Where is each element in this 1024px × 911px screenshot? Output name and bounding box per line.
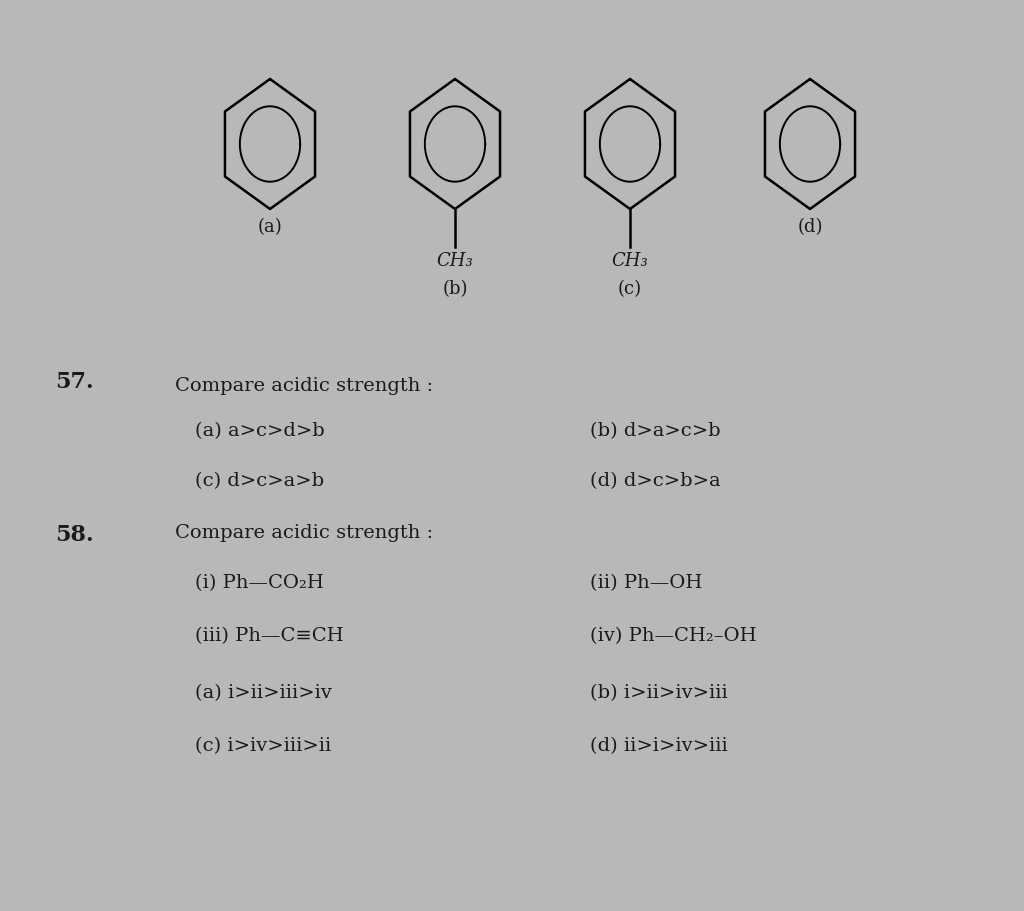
Text: (a) i>ii>iii>iv: (a) i>ii>iii>iv xyxy=(195,683,332,701)
Text: (d) d>c>b>a: (d) d>c>b>a xyxy=(590,472,721,489)
Text: (a): (a) xyxy=(258,218,283,236)
Text: 57.: 57. xyxy=(55,371,93,393)
Text: (d): (d) xyxy=(798,218,822,236)
Text: (c) d>c>a>b: (c) d>c>a>b xyxy=(195,472,325,489)
Text: (b) d>a>c>b: (b) d>a>c>b xyxy=(590,422,721,439)
Text: (b): (b) xyxy=(442,280,468,298)
Text: CH₃: CH₃ xyxy=(436,251,473,270)
Text: (c) i>iv>iii>ii: (c) i>iv>iii>ii xyxy=(195,736,331,754)
Text: Compare acidic strength :: Compare acidic strength : xyxy=(175,524,433,541)
Text: (a) a>c>d>b: (a) a>c>d>b xyxy=(195,422,325,439)
Text: Compare acidic strength :: Compare acidic strength : xyxy=(175,376,433,394)
Text: (c): (c) xyxy=(617,280,642,298)
Text: (iv) Ph—CH₂–OH: (iv) Ph—CH₂–OH xyxy=(590,627,757,644)
Text: (ii) Ph—OH: (ii) Ph—OH xyxy=(590,573,702,591)
Text: (i) Ph—CO₂H: (i) Ph—CO₂H xyxy=(195,573,324,591)
Text: 58.: 58. xyxy=(55,524,93,546)
Text: (d) ii>i>iv>iii: (d) ii>i>iv>iii xyxy=(590,736,728,754)
Text: (b) i>ii>iv>iii: (b) i>ii>iv>iii xyxy=(590,683,728,701)
Text: (iii) Ph—C≡CH: (iii) Ph—C≡CH xyxy=(195,627,344,644)
Text: CH₃: CH₃ xyxy=(611,251,648,270)
